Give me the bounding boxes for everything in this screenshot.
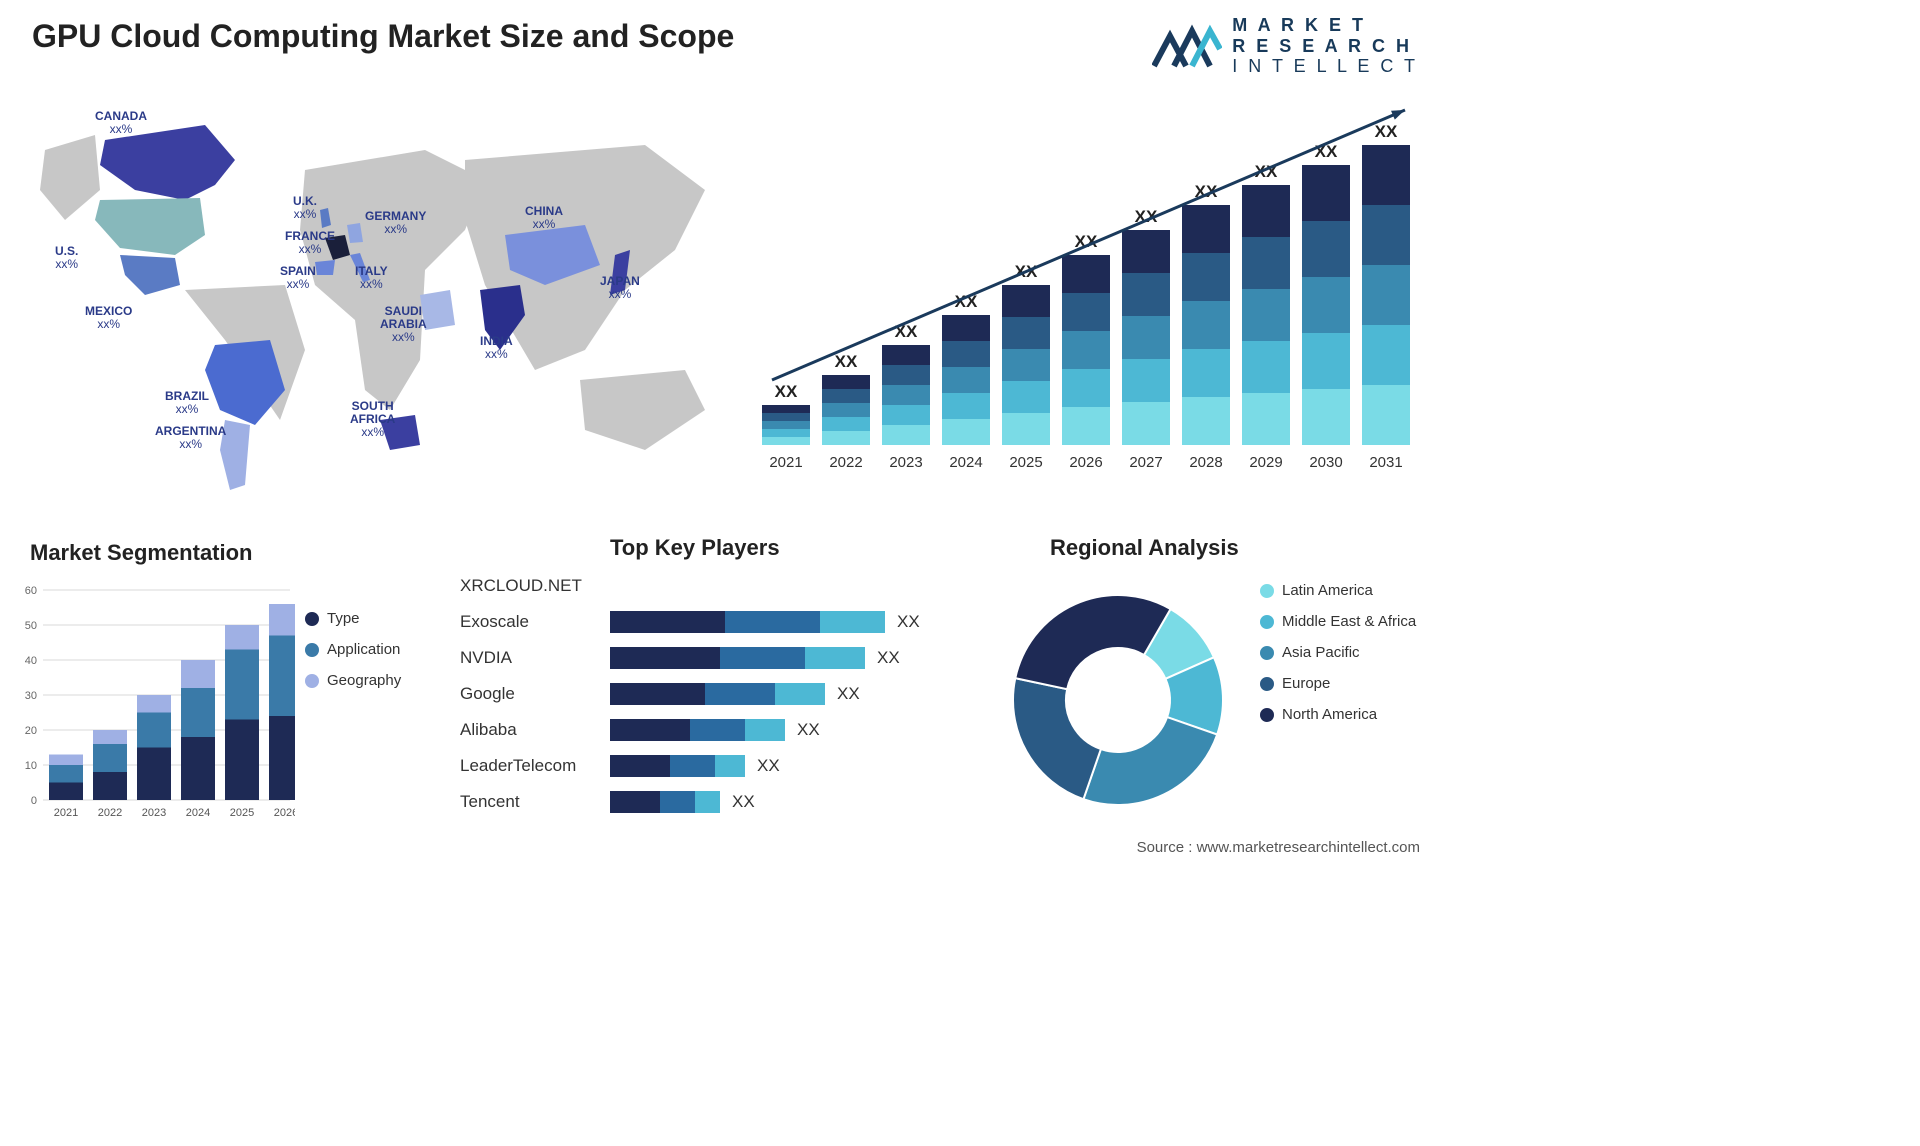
map-label: U.K.xx% (293, 195, 317, 221)
player-bar (610, 791, 720, 813)
legend-item: Latin America (1260, 582, 1416, 599)
player-row: NVDIA XX (460, 640, 980, 676)
svg-text:2029: 2029 (1249, 454, 1282, 471)
legend-item: North America (1260, 706, 1416, 723)
brand-logo: M A R K E T R E S E A R C H I N T E L L … (1152, 15, 1418, 77)
player-name: Tencent (460, 792, 610, 812)
players-title: Top Key Players (610, 535, 780, 561)
map-label: U.S.xx% (55, 245, 78, 271)
player-name: XRCLOUD.NET (460, 576, 610, 596)
logo-mark-icon (1152, 21, 1222, 71)
segmentation-panel: Market Segmentation 01020304050602021202… (15, 550, 435, 830)
map-label: GERMANYxx% (365, 210, 426, 236)
player-bar (610, 755, 745, 777)
map-label: SPAINxx% (280, 265, 316, 291)
svg-text:XX: XX (835, 352, 858, 371)
map-label: MEXICOxx% (85, 305, 132, 331)
svg-text:40: 40 (25, 655, 37, 667)
legend-item: Geography (305, 672, 401, 689)
legend-item: Type (305, 610, 401, 627)
legend-item: Middle East & Africa (1260, 613, 1416, 630)
player-value: XX (897, 612, 920, 632)
map-label: FRANCExx% (285, 230, 335, 256)
player-name: Google (460, 684, 610, 704)
map-label: SOUTHAFRICAxx% (350, 400, 395, 440)
player-row: LeaderTelecom XX (460, 748, 980, 784)
player-row: Exoscale XX (460, 604, 980, 640)
svg-text:2021: 2021 (769, 454, 802, 471)
player-name: Exoscale (460, 612, 610, 632)
map-label: BRAZILxx% (165, 390, 209, 416)
player-value: XX (837, 684, 860, 704)
player-name: Alibaba (460, 720, 610, 740)
svg-text:2022: 2022 (829, 454, 862, 471)
player-name: NVDIA (460, 648, 610, 668)
map-label: ARGENTINAxx% (155, 425, 226, 451)
legend-item: Application (305, 641, 401, 658)
svg-text:2021: 2021 (54, 807, 78, 819)
player-value: XX (757, 756, 780, 776)
svg-text:XX: XX (1375, 122, 1398, 141)
map-label: JAPANxx% (600, 275, 640, 301)
legend-item: Asia Pacific (1260, 644, 1416, 661)
segmentation-legend: Type Application Geography (305, 610, 401, 703)
svg-text:2023: 2023 (142, 807, 166, 819)
svg-text:50: 50 (25, 620, 37, 632)
player-bar (610, 719, 785, 741)
player-bar (610, 647, 865, 669)
svg-text:30: 30 (25, 690, 37, 702)
map-label: CHINAxx% (525, 205, 563, 231)
player-value: XX (797, 720, 820, 740)
map-label: INDIAxx% (480, 335, 513, 361)
page-title: GPU Cloud Computing Market Size and Scop… (32, 18, 734, 55)
svg-text:2025: 2025 (230, 807, 254, 819)
player-bar (610, 683, 825, 705)
map-label: CANADAxx% (95, 110, 147, 136)
logo-text: M A R K E T R E S E A R C H I N T E L L … (1232, 15, 1418, 77)
map-label: ITALYxx% (355, 265, 388, 291)
player-row: Alibaba XX (460, 712, 980, 748)
svg-text:XX: XX (775, 382, 798, 401)
market-size-chart: XX2021XX2022XX2023XX2024XX2025XX2026XX20… (760, 100, 1420, 480)
svg-text:2024: 2024 (949, 454, 982, 471)
regional-title: Regional Analysis (1050, 535, 1239, 561)
map-label: SAUDIARABIAxx% (380, 305, 427, 345)
svg-text:2030: 2030 (1309, 454, 1342, 471)
player-value: XX (732, 792, 755, 812)
player-row: XRCLOUD.NET (460, 568, 980, 604)
source-text: Source : www.marketresearchintellect.com (1137, 839, 1420, 856)
svg-text:10: 10 (25, 760, 37, 772)
player-row: Google XX (460, 676, 980, 712)
player-value: XX (877, 648, 900, 668)
svg-text:2023: 2023 (889, 454, 922, 471)
svg-text:20: 20 (25, 725, 37, 737)
svg-text:2024: 2024 (186, 807, 210, 819)
segmentation-title: Market Segmentation (30, 540, 253, 566)
player-row: Tencent XX (460, 784, 980, 820)
svg-text:2031: 2031 (1369, 454, 1402, 471)
svg-text:2022: 2022 (98, 807, 122, 819)
svg-text:2026: 2026 (1069, 454, 1102, 471)
svg-text:0: 0 (31, 795, 37, 807)
players-list: XRCLOUD.NETExoscaleXXNVDIAXXGoogleXXAlib… (460, 568, 980, 820)
player-bar (610, 611, 885, 633)
svg-text:2026: 2026 (274, 807, 295, 819)
world-map: CANADAxx% U.S.xx% MEXICOxx% BRAZILxx% ARGENT… (25, 90, 725, 490)
player-name: LeaderTelecom (460, 756, 610, 776)
legend-item: Europe (1260, 675, 1416, 692)
key-players-panel: Top Key Players XRCLOUD.NETExoscaleXXNVD… (460, 540, 980, 840)
svg-text:2025: 2025 (1009, 454, 1042, 471)
svg-text:60: 60 (25, 585, 37, 597)
svg-text:2028: 2028 (1189, 454, 1222, 471)
svg-text:2027: 2027 (1129, 454, 1162, 471)
regional-legend: Latin America Middle East & Africa Asia Pa… (1260, 582, 1416, 737)
regional-panel: Regional Analysis Latin AmericaMiddle Ea… (1000, 540, 1430, 820)
